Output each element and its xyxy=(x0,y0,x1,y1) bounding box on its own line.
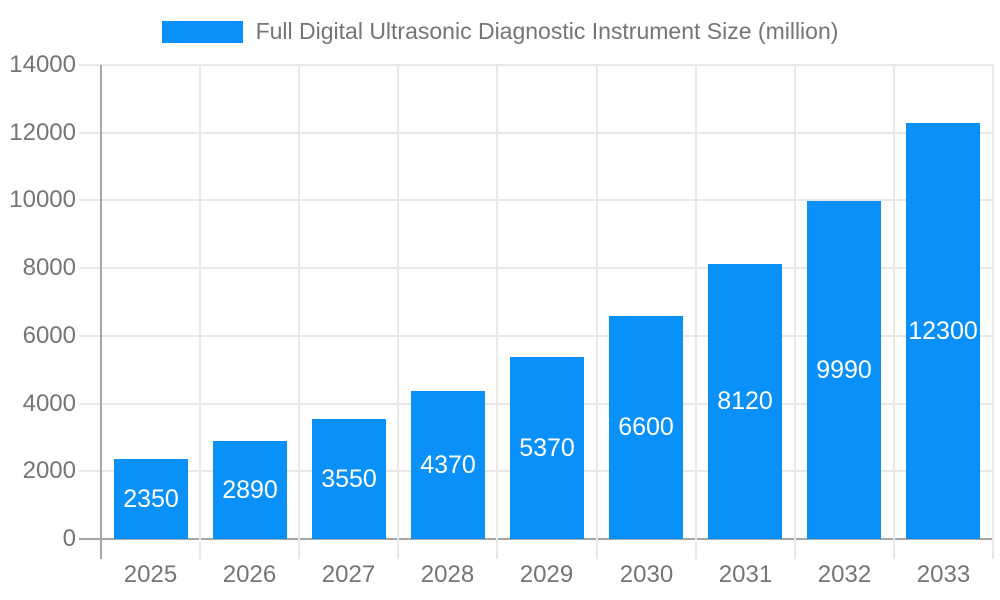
bar-2026[interactable]: 2890 xyxy=(213,441,287,539)
bar-value-label: 4370 xyxy=(420,450,476,479)
bar-value-label: 8120 xyxy=(717,387,773,415)
x-axis-tick-label: 2026 xyxy=(222,561,277,588)
bar-2032[interactable]: 9990 xyxy=(807,201,881,539)
bar-2025[interactable]: 2350 xyxy=(114,459,188,539)
x-gridline xyxy=(496,65,499,559)
bar-value-label: 5370 xyxy=(519,433,575,462)
y-gridline xyxy=(79,131,993,134)
bar-2028[interactable]: 4370 xyxy=(411,391,485,539)
bar-value-label: 6600 xyxy=(618,413,674,441)
legend-label: Full Digital Ultrasonic Diagnostic Instr… xyxy=(255,18,839,44)
y-axis-tick-label: 8000 xyxy=(22,254,76,282)
x-gridline xyxy=(793,65,796,559)
x-axis-tick-label: 2028 xyxy=(420,561,475,588)
bar-2027[interactable]: 3550 xyxy=(312,419,386,539)
x-gridline xyxy=(892,65,895,559)
x-axis-tick-label: 2032 xyxy=(817,561,872,588)
y-axis-tick-label: 14000 xyxy=(9,51,76,78)
x-axis-tick-label: 2025 xyxy=(123,561,178,588)
x-axis-tick-label: 2030 xyxy=(619,561,674,588)
x-gridline xyxy=(992,65,994,559)
y-axis-tick-label: 4000 xyxy=(22,389,76,417)
legend-swatch-icon xyxy=(161,20,243,43)
bar-2031[interactable]: 8120 xyxy=(708,264,782,539)
y-gridline xyxy=(79,267,993,270)
y-axis-line xyxy=(100,65,102,559)
x-gridline xyxy=(595,65,598,559)
x-axis-tick-label: 2029 xyxy=(519,561,574,588)
x-gridline xyxy=(694,65,697,559)
x-axis-tick-label: 2031 xyxy=(718,561,773,588)
x-axis-tick-label: 2027 xyxy=(321,561,376,588)
bar-2033[interactable]: 12300 xyxy=(906,123,980,539)
bar-value-label: 9990 xyxy=(816,355,872,384)
x-axis-baseline xyxy=(79,538,993,540)
y-axis-tick-label: 10000 xyxy=(9,186,76,214)
y-gridline xyxy=(79,64,993,66)
x-gridline xyxy=(298,65,301,559)
bar-2030[interactable]: 6600 xyxy=(609,316,683,539)
x-axis-tick-label: 2033 xyxy=(916,561,971,588)
bar-2029[interactable]: 5370 xyxy=(510,357,584,539)
y-axis-tick-label: 12000 xyxy=(9,118,76,146)
legend[interactable]: Full Digital Ultrasonic Diagnostic Instr… xyxy=(0,20,1000,43)
bar-value-label: 2890 xyxy=(222,475,278,504)
y-gridline xyxy=(79,334,993,337)
bar-value-label: 3550 xyxy=(321,464,377,493)
y-axis-tick-label: 0 xyxy=(62,525,76,552)
x-gridline xyxy=(397,65,400,559)
bar-value-label: 12300 xyxy=(908,316,978,345)
y-gridline xyxy=(79,199,993,202)
y-axis-tick-label: 2000 xyxy=(22,457,76,485)
y-axis-tick-label: 6000 xyxy=(22,321,76,349)
x-gridline xyxy=(199,65,202,559)
bar-value-label: 2350 xyxy=(123,484,179,513)
